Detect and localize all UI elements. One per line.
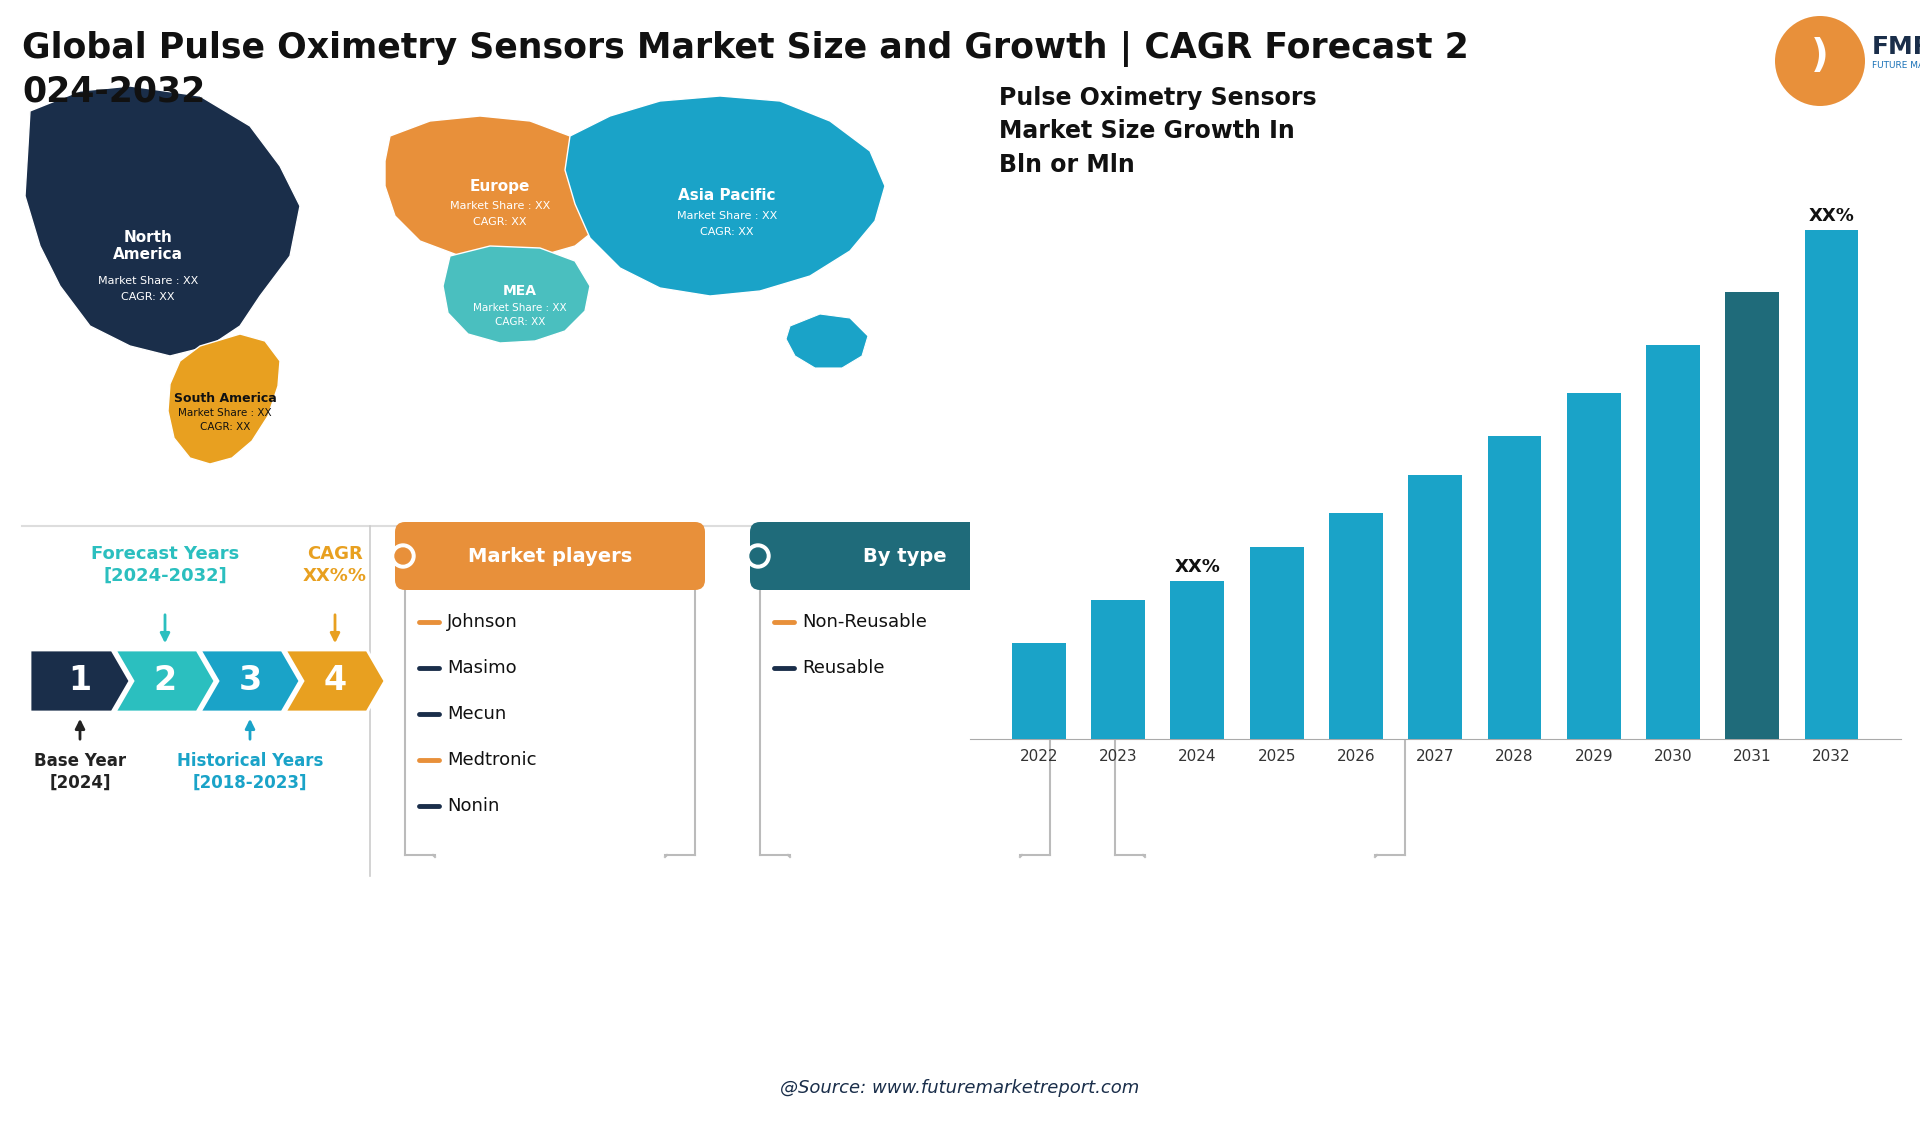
Polygon shape	[444, 246, 589, 343]
Text: Reusable: Reusable	[803, 659, 885, 677]
Circle shape	[392, 544, 415, 568]
Text: Asia Pacific: Asia Pacific	[678, 188, 776, 204]
Polygon shape	[785, 314, 868, 368]
Text: 4: 4	[323, 665, 348, 698]
Text: XX%: XX%	[1809, 207, 1855, 225]
Text: CAGR: XX: CAGR: XX	[121, 292, 175, 303]
Text: FUTURE MARKET REPORT: FUTURE MARKET REPORT	[1872, 62, 1920, 71]
Text: Market players: Market players	[468, 547, 632, 565]
Text: Hospital: Hospital	[1158, 613, 1231, 631]
Text: 024-2032: 024-2032	[21, 74, 205, 108]
Text: Europe: Europe	[470, 179, 530, 194]
Text: CAGR: XX: CAGR: XX	[495, 317, 545, 327]
Circle shape	[1100, 544, 1125, 568]
Text: North
America: North America	[113, 230, 182, 262]
Text: CAGR: XX: CAGR: XX	[701, 227, 755, 237]
Bar	[1645, 345, 1699, 739]
Circle shape	[1106, 548, 1121, 564]
Text: Base Year
[2024]: Base Year [2024]	[35, 752, 127, 792]
Text: Market Share : XX: Market Share : XX	[179, 408, 273, 418]
Bar	[1329, 513, 1382, 739]
FancyBboxPatch shape	[751, 521, 1060, 590]
Bar	[1726, 292, 1780, 739]
Polygon shape	[386, 116, 611, 261]
Polygon shape	[169, 333, 280, 464]
Text: 3: 3	[238, 665, 261, 698]
Bar	[1488, 437, 1542, 739]
Text: South America: South America	[173, 392, 276, 405]
Bar	[1012, 643, 1066, 739]
Text: CAGR: XX: CAGR: XX	[200, 422, 250, 432]
Text: CAGR
XX%%: CAGR XX%%	[303, 544, 367, 586]
Text: 2: 2	[154, 665, 177, 698]
Text: Market Share : XX: Market Share : XX	[98, 276, 198, 286]
Text: Non-Reusable: Non-Reusable	[803, 613, 927, 631]
Polygon shape	[25, 86, 300, 356]
Text: By type: By type	[864, 547, 947, 565]
Polygon shape	[31, 650, 131, 712]
Text: XX%: XX%	[1175, 558, 1221, 575]
Ellipse shape	[1774, 16, 1864, 105]
Text: By application: By application	[1181, 547, 1338, 565]
Text: Market Share : XX: Market Share : XX	[472, 303, 566, 313]
Bar	[1805, 230, 1859, 739]
Bar	[1171, 581, 1225, 739]
Text: Global Pulse Oximetry Sensors Market Size and Growth | CAGR Forecast 2: Global Pulse Oximetry Sensors Market Siz…	[21, 31, 1469, 66]
Text: Pulse Oximetry Sensors
Market Size Growth In
Bln or Mln: Pulse Oximetry Sensors Market Size Growt…	[998, 86, 1317, 176]
Text: Mecun: Mecun	[447, 705, 507, 723]
Text: Residential: Residential	[1158, 705, 1256, 723]
Text: Forecast Years
[2024-2032]: Forecast Years [2024-2032]	[90, 544, 240, 586]
Text: CAGR: XX: CAGR: XX	[472, 217, 526, 227]
Text: ): )	[1811, 37, 1830, 74]
Bar	[1407, 474, 1463, 739]
Bar	[1250, 547, 1304, 739]
Text: Masimo: Masimo	[447, 659, 516, 677]
Text: Market Share : XX: Market Share : XX	[678, 211, 778, 221]
FancyBboxPatch shape	[396, 521, 705, 590]
Polygon shape	[564, 96, 885, 296]
Text: MEA: MEA	[503, 284, 538, 298]
Circle shape	[396, 548, 411, 564]
Text: Medtronic: Medtronic	[447, 751, 536, 769]
Text: Market Share : XX: Market Share : XX	[449, 201, 551, 211]
Bar	[1091, 599, 1144, 739]
Text: FMR: FMR	[1872, 36, 1920, 58]
Bar	[1567, 393, 1620, 739]
Polygon shape	[284, 650, 386, 712]
Text: Johnson: Johnson	[447, 613, 518, 631]
Text: Historical Years
[2018-2023]: Historical Years [2018-2023]	[177, 752, 323, 792]
FancyBboxPatch shape	[1106, 521, 1415, 590]
Text: Others: Others	[1158, 659, 1217, 677]
Text: @Source: www.futuremarketreport.com: @Source: www.futuremarketreport.com	[780, 1080, 1140, 1097]
Circle shape	[747, 544, 770, 568]
Text: Nonin: Nonin	[447, 796, 499, 815]
Circle shape	[751, 548, 766, 564]
Polygon shape	[200, 650, 300, 712]
Polygon shape	[115, 650, 215, 712]
Text: 1: 1	[69, 665, 92, 698]
